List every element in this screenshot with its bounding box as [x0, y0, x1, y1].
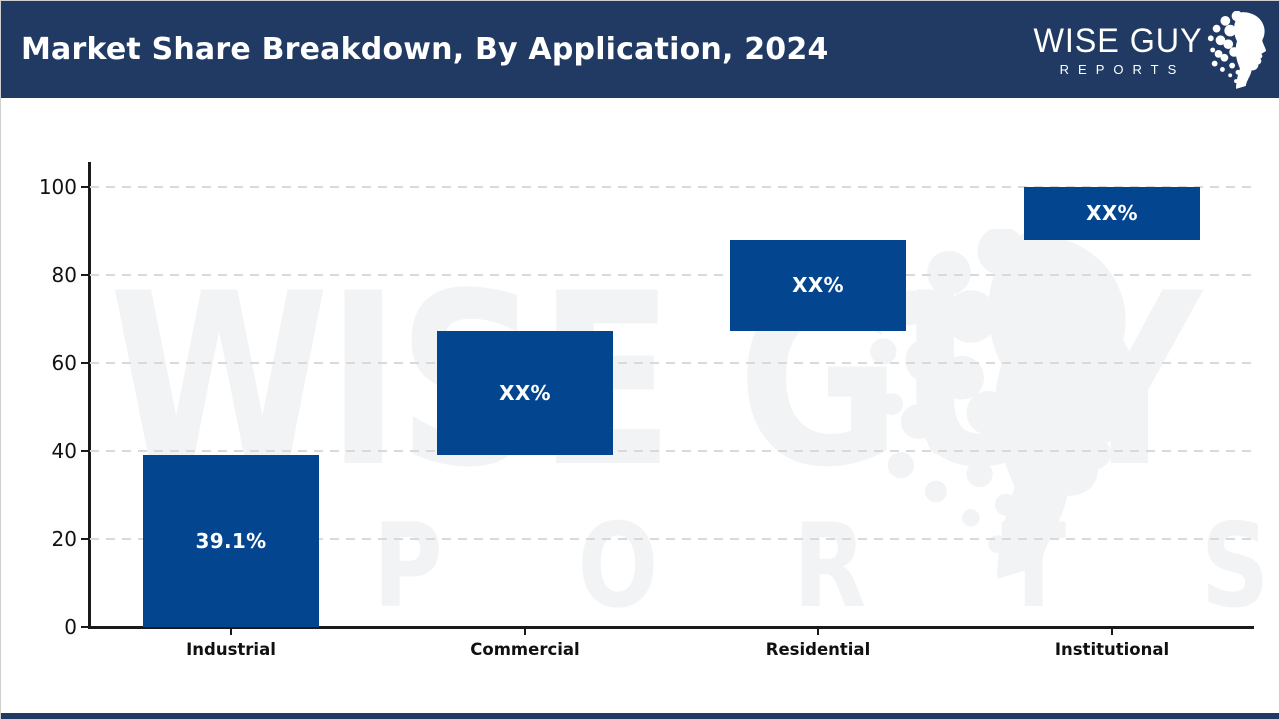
brand-wordmark: WISE GUY	[1033, 22, 1203, 60]
brand-reports-text: REPORTS	[1059, 62, 1186, 77]
y-tick-mark	[81, 361, 88, 364]
page-title: Market Share Breakdown, By Application, …	[21, 32, 829, 67]
x-tick-label-institutional: Institutional	[1054, 640, 1170, 659]
y-tick-mark	[81, 449, 88, 452]
bar-value-label: XX%	[792, 273, 844, 298]
y-tick-mark	[81, 537, 88, 540]
y-tick-label: 0	[64, 615, 77, 639]
gridline-60	[90, 361, 1253, 364]
gridline-20	[90, 537, 1253, 540]
gridline-100	[90, 185, 1253, 188]
x-tick-label-residential: Residential	[765, 640, 871, 659]
y-tick-mark	[81, 626, 88, 628]
x-tick-label-commercial: Commercial	[470, 640, 580, 659]
y-axis-line	[88, 162, 91, 628]
bar-value-label: XX%	[499, 380, 551, 405]
y-tick-label: 100	[38, 174, 77, 199]
footer-bar	[1, 713, 1279, 719]
y-tick-label: 60	[51, 350, 77, 375]
y-tick-mark	[81, 273, 88, 276]
y-tick-label: 40	[51, 438, 77, 463]
bar-residential: XX%	[730, 239, 906, 331]
x-tick-mark	[230, 628, 232, 635]
brand-logo-text: WISE GUY REPORTS	[1029, 22, 1207, 77]
gridline-80	[90, 273, 1253, 276]
brand-logo: WISE GUY REPORTS	[1029, 10, 1271, 89]
brand-head-logo-icon	[1207, 10, 1267, 89]
x-tick-label-industrial: Industrial	[186, 640, 276, 659]
bar-industrial: 39.1%	[143, 454, 319, 627]
bar-commercial: XX%	[437, 330, 613, 455]
x-tick-mark	[1111, 628, 1113, 635]
bar-value-label: 39.1%	[195, 528, 267, 553]
gridline-40	[90, 449, 1253, 452]
y-tick-label: 80	[51, 262, 77, 287]
y-tick-label: 20	[51, 526, 77, 551]
x-tick-mark	[817, 628, 819, 635]
x-tick-mark	[524, 628, 526, 635]
x-axis-line	[88, 626, 1254, 629]
bar-institutional: XX%	[1024, 186, 1200, 240]
y-tick-mark	[81, 185, 88, 188]
header-bar: Market Share Breakdown, By Application, …	[1, 1, 1279, 98]
bar-value-label: XX%	[1086, 201, 1138, 226]
